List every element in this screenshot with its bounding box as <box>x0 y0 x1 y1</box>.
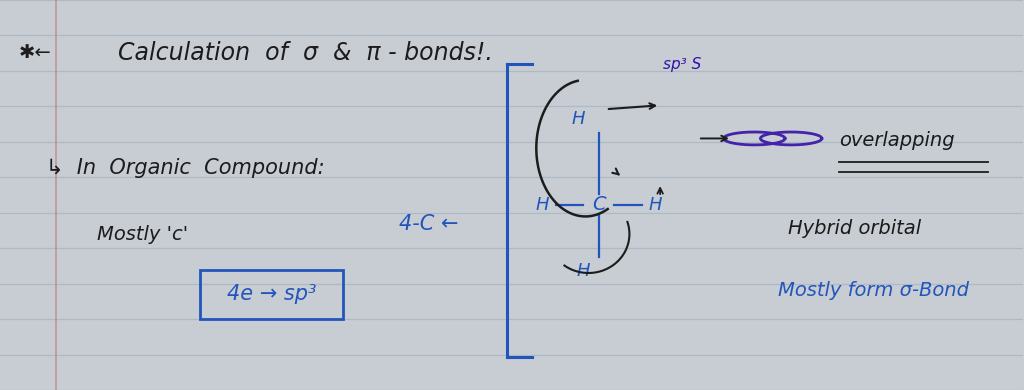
Text: Mostly 'c': Mostly 'c' <box>97 225 188 243</box>
Text: H: H <box>571 110 585 128</box>
Text: Hybrid orbital: Hybrid orbital <box>788 219 922 238</box>
Text: H: H <box>577 262 590 280</box>
Text: overlapping: overlapping <box>840 131 954 150</box>
Text: ✱←: ✱← <box>18 43 51 62</box>
Text: ↳  In  Organic  Compound:: ↳ In Organic Compound: <box>46 158 325 178</box>
Text: Calculation  of  σ  &  π - bonds!.: Calculation of σ & π - bonds!. <box>118 41 493 65</box>
Text: H: H <box>536 196 549 214</box>
Text: C: C <box>592 195 605 214</box>
Text: H: H <box>648 196 662 214</box>
Text: Mostly form σ-Bond: Mostly form σ-Bond <box>778 281 969 300</box>
Text: sp³ S: sp³ S <box>664 57 701 72</box>
Text: 4e → sp³: 4e → sp³ <box>226 284 316 305</box>
Text: 4-C ←: 4-C ← <box>399 214 459 234</box>
